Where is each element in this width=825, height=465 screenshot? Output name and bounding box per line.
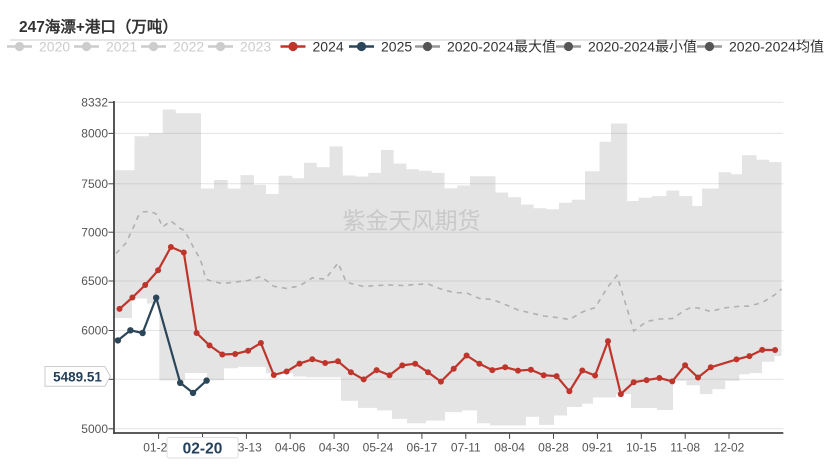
svg-text:2025: 2025 xyxy=(381,39,412,55)
svg-text:12-02: 12-02 xyxy=(714,441,745,455)
svg-text:5000: 5000 xyxy=(81,422,108,436)
svg-text:10-15: 10-15 xyxy=(626,441,657,455)
svg-text:紫金天风期货: 紫金天风期货 xyxy=(343,208,481,234)
svg-text:2024: 2024 xyxy=(313,39,344,55)
svg-text:8332: 8332 xyxy=(81,96,108,110)
svg-text:08-04: 08-04 xyxy=(494,441,525,455)
svg-text:2021: 2021 xyxy=(106,39,137,55)
svg-text:7500: 7500 xyxy=(81,177,108,191)
svg-text:2022: 2022 xyxy=(173,39,204,55)
svg-text:03-13: 03-13 xyxy=(231,441,262,455)
svg-text:247海漂+港口（万吨）: 247海漂+港口（万吨） xyxy=(19,17,178,36)
svg-text:7000: 7000 xyxy=(81,225,108,239)
svg-text:6000: 6000 xyxy=(81,324,108,338)
svg-text:02-20: 02-20 xyxy=(183,441,223,458)
svg-text:8000: 8000 xyxy=(81,127,108,141)
svg-text:11-08: 11-08 xyxy=(670,441,700,455)
svg-text:05-24: 05-24 xyxy=(363,441,394,455)
svg-text:2020: 2020 xyxy=(39,39,70,55)
svg-text:2023: 2023 xyxy=(240,39,271,55)
svg-text:2020-2024最小值: 2020-2024最小值 xyxy=(588,39,697,55)
svg-text:08-28: 08-28 xyxy=(538,441,569,455)
svg-text:04-30: 04-30 xyxy=(319,441,350,455)
svg-text:6500: 6500 xyxy=(81,274,108,288)
svg-text:06-17: 06-17 xyxy=(407,441,438,455)
svg-text:5489.51: 5489.51 xyxy=(53,370,102,385)
svg-text:07-11: 07-11 xyxy=(451,441,481,455)
svg-text:2020-2024最大值: 2020-2024最大值 xyxy=(447,39,556,55)
svg-text:2020-2024均值: 2020-2024均值 xyxy=(729,39,824,55)
svg-text:09-21: 09-21 xyxy=(582,441,613,455)
svg-text:04-06: 04-06 xyxy=(275,441,306,455)
